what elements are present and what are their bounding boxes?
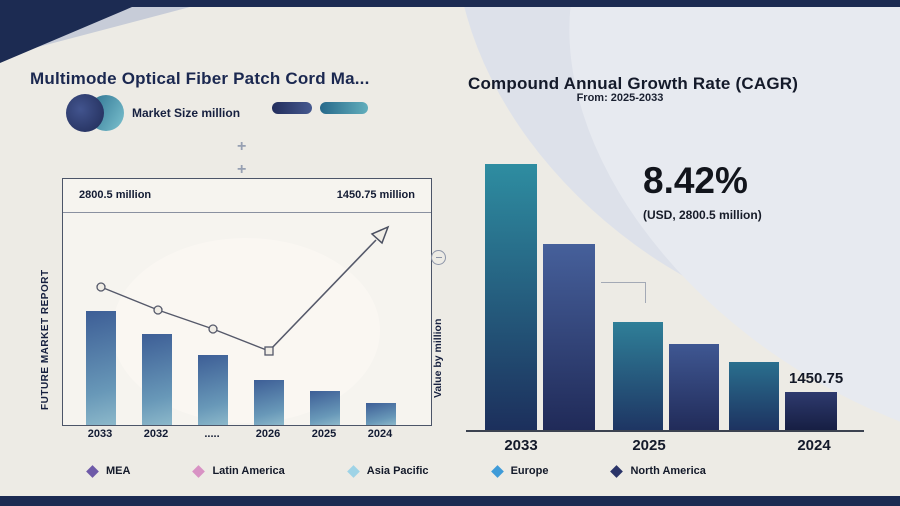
cagr-bar-2024-2 (785, 392, 837, 431)
legend-diamond-icon (192, 464, 206, 478)
left-chart-title: Multimode Optical Fiber Patch Cord Ma... (30, 69, 370, 89)
market-bar-2024 (366, 403, 396, 425)
legend-diamond-icon (490, 464, 504, 478)
cagr-x-tick-2024: 2024 (797, 437, 831, 454)
cagr-bars (470, 160, 862, 431)
legend-item-mea: MEA (86, 464, 131, 478)
legend-diamond-icon (610, 464, 624, 478)
legend-item-north-america: North America (610, 464, 706, 478)
x-tick-2026: 2026 (255, 428, 281, 440)
trend-arrow-overlay (96, 225, 390, 356)
legend-item-europe: Europe (490, 464, 549, 478)
x-tick-2024: 2024 (367, 428, 393, 440)
minus-circle-icon (431, 250, 446, 265)
right-chart-y-axis-title: Value by million (432, 318, 444, 398)
decorative-step-line (601, 282, 646, 303)
cagr-x-tick-2033: 2033 (504, 437, 538, 454)
legend-diamond-icon (346, 464, 360, 478)
legend-item-latin-america: Latin America (192, 464, 285, 478)
navy-pill-decoration (272, 102, 312, 114)
cagr-percentage-value: 8.42% (643, 160, 748, 201)
legend-label: Asia Pacific (366, 465, 429, 477)
cagr-bar-2033-2 (543, 244, 595, 431)
x-tick-2032: 2032 (143, 428, 169, 440)
legend-diamond-icon (86, 464, 99, 478)
market-size-legend-icon (66, 94, 126, 132)
legend-label: MEA (106, 465, 131, 477)
legend-item-asia-pacific: Asia Pacific (346, 464, 429, 478)
cagr-period-subtitle: From: 2025-2033 (576, 92, 664, 104)
cagr-bar-2025-1 (613, 322, 663, 431)
region-legend: MEA Latin America Asia Pacific Europe North … (86, 464, 706, 478)
market-bar-2033 (86, 311, 116, 425)
bottom-border-strip (0, 496, 900, 506)
x-tick-.....: ..... (204, 428, 220, 440)
market-bar-2032 (142, 334, 172, 425)
market-bar-2026 (254, 380, 284, 425)
legend-label: Latin America (212, 465, 285, 477)
cagr-usd-caption: (USD, 2800.5 million) (643, 208, 762, 222)
top-border-strip (0, 0, 900, 7)
cagr-title: Compound Annual Growth Rate (CAGR) (468, 74, 799, 94)
market-size-bars (63, 179, 431, 425)
cagr-bar-2025-2 (669, 344, 719, 431)
x-tick-2025: 2025 (311, 428, 337, 440)
plus-decoration: + (237, 138, 247, 155)
market-bar-..... (198, 355, 228, 425)
cagr-bar-2033-1 (485, 164, 537, 431)
cagr-bar-2024-1 (729, 362, 779, 431)
cagr-x-tick-2025: 2025 (632, 437, 666, 454)
value-2033-label: 2800.5 million (79, 189, 152, 201)
teal-pill-decoration (320, 102, 368, 114)
right-chart-x-axis-line (466, 430, 864, 432)
market-size-legend-label: Market Size million (132, 106, 241, 120)
left-chart-x-axis-labels: 2033 2032..... 2026 2025 2024 (62, 428, 430, 444)
value-2024-label: 1450.75 million (336, 189, 415, 201)
legend-icon-navy-circle (66, 94, 104, 132)
legend-label: North America (630, 465, 706, 477)
left-chart-y-axis-title: FUTURE MARKET REPORT (40, 269, 51, 410)
value-annotation-1450: 1450.75 (789, 370, 844, 387)
plus-decoration: + (237, 161, 247, 178)
market-bar-2025 (310, 391, 340, 425)
legend-label: Europe (510, 465, 549, 477)
corner-triangle-navy (0, 7, 132, 63)
panel-value-row: 2800.5 million 1450.75 million (63, 189, 431, 201)
market-size-chart-panel: 2800.5 million 1450.75 million (62, 178, 432, 426)
panel-divider-line (63, 212, 431, 213)
x-tick-2033: 2033 (87, 428, 113, 440)
